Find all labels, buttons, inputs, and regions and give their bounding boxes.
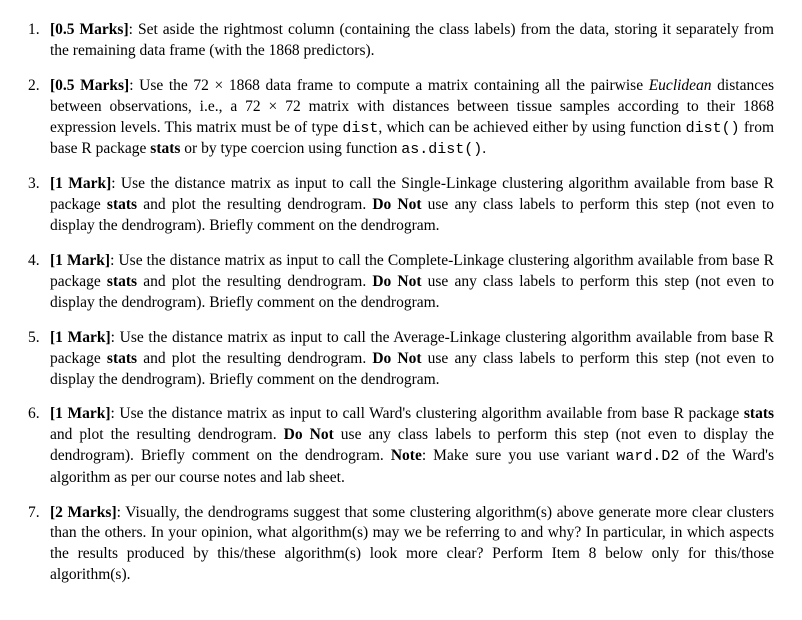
do-not: Do Not	[372, 196, 421, 213]
question-3: [1 Mark]: Use the distance matrix as inp…	[28, 174, 774, 237]
text: and plot the resulting dendrogram.	[137, 350, 372, 367]
marks-label: [0.5 Marks]	[50, 21, 129, 38]
marks-label: [1 Mark]	[50, 329, 111, 346]
code: as.dist()	[401, 141, 482, 158]
question-4: [1 Mark]: Use the distance matrix as inp…	[28, 251, 774, 314]
code: dist()	[686, 120, 740, 137]
do-not: Do Not	[284, 426, 334, 443]
marks-label: [2 Marks]	[50, 504, 117, 521]
package-name: stats	[107, 273, 137, 290]
marks-label: [1 Mark]	[50, 252, 110, 269]
marks-label: [1 Mark]	[50, 405, 111, 422]
text: : Make sure you use variant	[422, 447, 617, 464]
question-body: : Visually, the dendrograms suggest that…	[50, 504, 774, 584]
question-1: [0.5 Marks]: Set aside the rightmost col…	[28, 20, 774, 62]
text: : Use the distance matrix as input to ca…	[111, 405, 744, 422]
text: .	[482, 140, 486, 157]
code: ward.D2	[616, 448, 679, 465]
text: and plot the resulting dendrogram.	[137, 273, 372, 290]
package-name: stats	[107, 196, 137, 213]
italic-text: Euclidean	[649, 77, 712, 94]
question-2: [0.5 Marks]: Use the 72 × 1868 data fram…	[28, 76, 774, 160]
do-not: Do Not	[372, 350, 421, 367]
question-list: [0.5 Marks]: Set aside the rightmost col…	[28, 20, 774, 586]
code: dist	[342, 120, 378, 137]
note-label: Note	[391, 447, 422, 464]
question-6: [1 Mark]: Use the distance matrix as inp…	[28, 404, 774, 488]
question-body: : Set aside the rightmost column (contai…	[50, 21, 774, 59]
text: and plot the resulting dendrogram.	[50, 426, 284, 443]
question-5: [1 Mark]: Use the distance matrix as inp…	[28, 328, 774, 391]
marks-label: [0.5 Marks]	[50, 77, 129, 94]
marks-label: [1 Mark]	[50, 175, 111, 192]
text: or by type coercion using function	[180, 140, 401, 157]
package-name: stats	[150, 140, 180, 157]
package-name: stats	[744, 405, 774, 422]
text: : Use the 72 × 1868 data frame to comput…	[129, 77, 648, 94]
question-7: [2 Marks]: Visually, the dendrograms sug…	[28, 503, 774, 587]
text: , which can be achieved either by using …	[378, 119, 685, 136]
package-name: stats	[107, 350, 137, 367]
do-not: Do Not	[372, 273, 421, 290]
text: and plot the resulting dendrogram.	[137, 196, 372, 213]
